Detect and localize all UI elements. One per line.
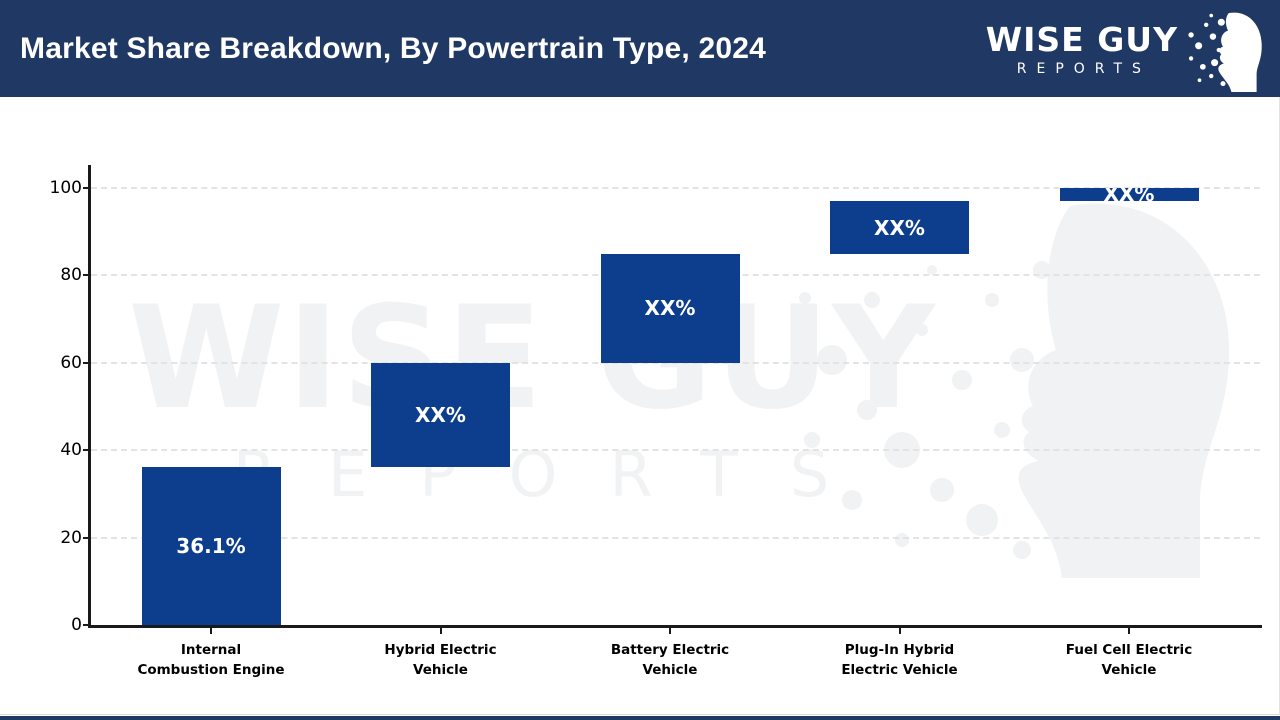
x-category-label: Fuel Cell Electric Vehicle — [1009, 640, 1249, 680]
waterfall-bar: 36.1% — [141, 467, 281, 625]
logo-wordmark: WISE GUY — [985, 20, 1178, 60]
x-category-label-line: Plug-In Hybrid — [844, 642, 955, 658]
bottom-hairline — [0, 714, 1280, 715]
x-axis-spine — [88, 625, 1262, 628]
waterfall-bar: XX% — [1059, 187, 1199, 201]
bar-value-label: 36.1% — [176, 534, 246, 559]
x-category-label-line: Battery Electric — [610, 642, 730, 658]
bottom-accent-bar — [0, 716, 1280, 720]
logo-subtitle: REPORTS — [1016, 60, 1151, 77]
x-category-label: Battery Electric Vehicle — [550, 640, 790, 680]
wiseguy-logo: WISE GUY REPORTS — [986, 8, 1266, 92]
bar-value-label: XX% — [874, 215, 925, 240]
y-tick-mark — [83, 274, 90, 276]
y-tick-label: 40 — [60, 440, 82, 460]
y-tick-label: 0 — [71, 615, 82, 635]
page-title: Market Share Breakdown, By Powertrain Ty… — [20, 31, 766, 65]
x-category-label-line: Vehicle — [413, 662, 468, 678]
x-category-label: Plug-In Hybrid Electric Vehicle — [780, 640, 1020, 680]
y-tick-mark — [83, 624, 90, 626]
y-tick-mark — [83, 536, 90, 539]
x-category-label-line: Fuel Cell Electric — [1065, 642, 1193, 658]
x-category-label-line: Vehicle — [1101, 662, 1157, 678]
x-category-label-line: Combustion Engine — [137, 662, 285, 678]
waterfall-bar: XX% — [830, 200, 969, 255]
waterfall-bar: XX% — [600, 254, 740, 363]
x-tick-mark — [669, 627, 671, 634]
x-category-label: Internal Combustion Engine — [91, 640, 331, 680]
bar-value-label: XX% — [1103, 187, 1155, 201]
x-category-label-line: Electric Vehicle — [841, 662, 958, 678]
y-tick-mark — [83, 449, 90, 451]
x-tick-mark — [439, 627, 442, 634]
header-band: Market Share Breakdown, By Powertrain Ty… — [0, 0, 1280, 97]
gridline-20 — [91, 536, 1260, 539]
x-tick-mark — [898, 627, 901, 634]
wiseguy-logo-text: WISE GUY REPORTS — [986, 23, 1178, 77]
wiseguy-head-logo-icon — [1188, 12, 1262, 92]
y-tick-label: 60 — [60, 352, 82, 373]
y-tick-mark — [83, 361, 90, 364]
y-tick-label: 100 — [49, 177, 82, 198]
gridline-100 — [91, 186, 1260, 189]
y-tick-label: 80 — [60, 265, 82, 285]
x-tick-mark — [210, 627, 212, 634]
bar-value-label: XX% — [415, 402, 466, 427]
gridline-40 — [91, 449, 1260, 451]
gridline-60 — [91, 361, 1260, 364]
waterfall-bar: XX% — [371, 362, 510, 468]
x-category-label-line: Internal — [180, 642, 242, 658]
x-tick-mark — [1128, 627, 1130, 634]
y-tick-mark — [83, 186, 90, 189]
x-category-label-line: Hybrid Electric — [384, 642, 497, 658]
x-category-label-line: Vehicle — [642, 662, 698, 678]
y-axis-spine — [88, 165, 91, 627]
bar-value-label: XX% — [644, 296, 696, 321]
x-category-label: Hybrid Electric Vehicle — [321, 640, 561, 680]
y-tick-label: 20 — [60, 527, 82, 548]
